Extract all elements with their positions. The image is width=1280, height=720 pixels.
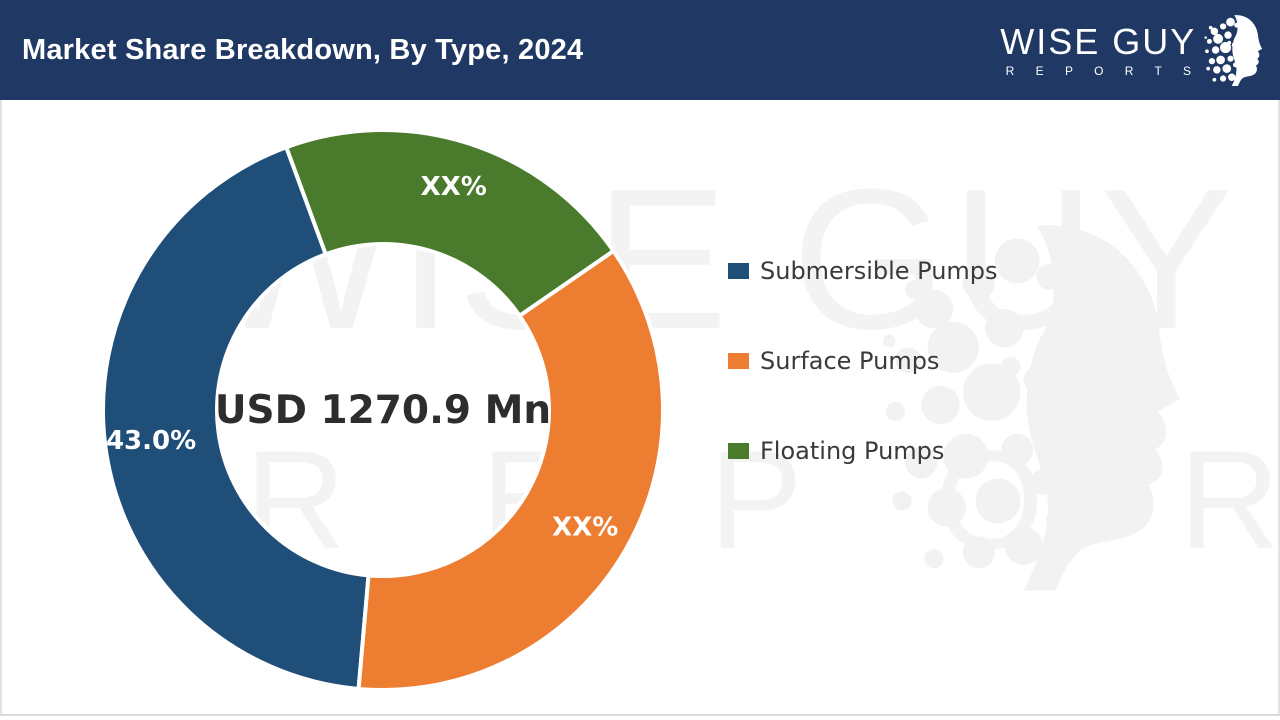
legend-item-floating-pumps: Floating Pumps xyxy=(728,437,998,465)
slice-value-label: XX% xyxy=(421,172,487,202)
left-border-line xyxy=(0,100,2,714)
pie-slice-surface-pumps xyxy=(356,249,665,692)
donut-slices xyxy=(101,128,665,692)
header-bar: Market Share Breakdown, By Type, 2024 WI… xyxy=(0,0,1280,100)
legend-item-submersible-pumps: Submersible Pumps xyxy=(728,257,998,285)
slice-value-label: 43.0% xyxy=(106,426,196,456)
slice-value-label: XX% xyxy=(552,513,618,543)
donut-slice-labels: 43.0% XX% XX% xyxy=(106,172,618,543)
bottom-border-line xyxy=(0,714,1280,716)
legend-label: Surface Pumps xyxy=(760,347,940,375)
logo-text: WISE GUY R E P O R T S xyxy=(997,20,1200,78)
donut-center-value: USD 1270.9 Mn xyxy=(215,388,551,433)
logo-reports-text: R E P O R T S xyxy=(1005,63,1200,78)
logo-brand-text: WISE GUY xyxy=(1000,20,1197,62)
legend-label: Submersible Pumps xyxy=(760,257,998,285)
legend-item-surface-pumps: Surface Pumps xyxy=(728,347,998,375)
pie-slice-floating-pumps xyxy=(284,128,616,318)
watermark-head-logo xyxy=(882,225,1181,591)
chart-legend: Submersible Pumps Surface Pumps Floating… xyxy=(728,257,998,529)
page-title: Market Share Breakdown, By Type, 2024 xyxy=(22,33,584,66)
pie-slice-submersible-pumps xyxy=(101,145,371,691)
legend-label: Floating Pumps xyxy=(760,437,945,465)
wise-guy-logo: WISE GUY R E P O R T S xyxy=(997,5,1264,95)
legend-swatch-surface-pumps xyxy=(728,353,749,369)
watermark-head-shape xyxy=(882,225,1181,591)
logo-head-icon xyxy=(1204,15,1263,86)
legend-swatch-submersible-pumps xyxy=(728,263,749,279)
legend-swatch-floating-pumps xyxy=(728,443,749,459)
right-border-line xyxy=(1278,100,1280,714)
